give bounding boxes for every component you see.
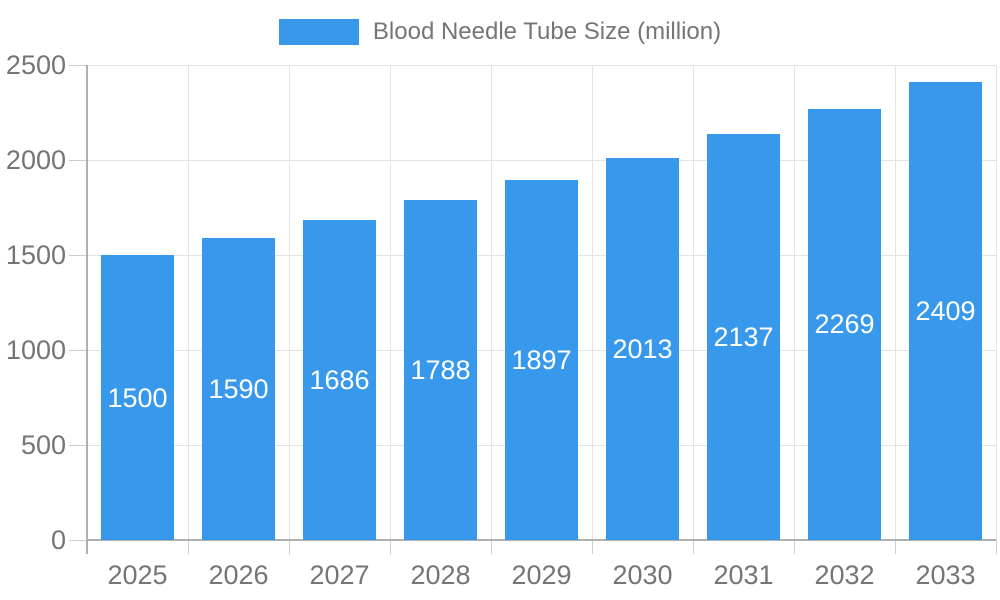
bar-2026: 1590 bbox=[202, 237, 275, 540]
legend-label: Blood Needle Tube Size (million) bbox=[372, 18, 722, 45]
y-axis-label: 2500 bbox=[5, 50, 66, 80]
bar-value-label: 1500 bbox=[107, 382, 168, 413]
bar-value-label: 1686 bbox=[309, 364, 370, 395]
x-tick bbox=[894, 540, 896, 554]
x-axis-label: 2032 bbox=[814, 560, 875, 590]
bar-value-label: 1788 bbox=[410, 355, 471, 386]
y-axis-label: 0 bbox=[50, 525, 66, 555]
y-tick bbox=[69, 64, 87, 66]
bar-2030: 2013 bbox=[606, 157, 679, 540]
v-gridline bbox=[995, 65, 997, 540]
y-axis-label: 500 bbox=[20, 430, 66, 460]
x-axis-label: 2033 bbox=[915, 560, 976, 590]
bar-2031: 2137 bbox=[707, 133, 780, 540]
bar-value-label: 2013 bbox=[612, 333, 673, 364]
y-axis-label: 2000 bbox=[5, 145, 66, 175]
h-gridline bbox=[87, 159, 996, 161]
x-tick bbox=[793, 540, 795, 554]
v-gridline bbox=[591, 65, 593, 540]
y-axis-label: 1000 bbox=[5, 335, 66, 365]
x-axis-label: 2027 bbox=[309, 560, 370, 590]
v-gridline bbox=[894, 65, 896, 540]
bar-value-label: 1590 bbox=[208, 373, 269, 404]
x-tick bbox=[692, 540, 694, 554]
x-tick bbox=[490, 540, 492, 554]
x-axis-label: 2026 bbox=[208, 560, 269, 590]
bar-2028: 1788 bbox=[404, 200, 477, 540]
x-tick bbox=[187, 540, 189, 554]
v-gridline bbox=[389, 65, 391, 540]
bar-2027: 1686 bbox=[303, 219, 376, 540]
x-tick bbox=[389, 540, 391, 554]
bar-2033: 2409 bbox=[909, 82, 982, 540]
y-tick bbox=[69, 159, 87, 161]
chart-legend[interactable]: Blood Needle Tube Size (million) bbox=[0, 18, 1000, 45]
bar-value-label: 2269 bbox=[814, 309, 875, 340]
v-gridline bbox=[490, 65, 492, 540]
x-axis-label: 2025 bbox=[107, 560, 168, 590]
v-gridline bbox=[793, 65, 795, 540]
x-axis-label: 2029 bbox=[511, 560, 572, 590]
bar-2032: 2269 bbox=[808, 108, 881, 540]
y-tick bbox=[69, 349, 87, 351]
y-tick bbox=[69, 539, 87, 541]
legend-swatch bbox=[278, 19, 359, 45]
y-tick bbox=[69, 444, 87, 446]
y-tick bbox=[69, 254, 87, 256]
bar-2025: 1500 bbox=[101, 255, 174, 540]
x-tick bbox=[995, 540, 997, 554]
x-axis-label: 2031 bbox=[713, 560, 774, 590]
x-tick bbox=[288, 540, 290, 554]
bar-value-label: 1897 bbox=[511, 344, 572, 375]
bar-value-label: 2409 bbox=[915, 296, 976, 327]
h-gridline bbox=[87, 64, 996, 66]
v-gridline bbox=[187, 65, 189, 540]
x-axis-label: 2028 bbox=[410, 560, 471, 590]
x-axis-label: 2030 bbox=[612, 560, 673, 590]
x-axis-line bbox=[87, 539, 996, 541]
bar-value-label: 2137 bbox=[713, 321, 774, 352]
y-axis-line bbox=[86, 65, 88, 554]
v-gridline bbox=[288, 65, 290, 540]
v-gridline bbox=[692, 65, 694, 540]
bar-2029: 1897 bbox=[505, 179, 578, 540]
x-tick bbox=[591, 540, 593, 554]
y-axis-label: 1500 bbox=[5, 240, 66, 270]
